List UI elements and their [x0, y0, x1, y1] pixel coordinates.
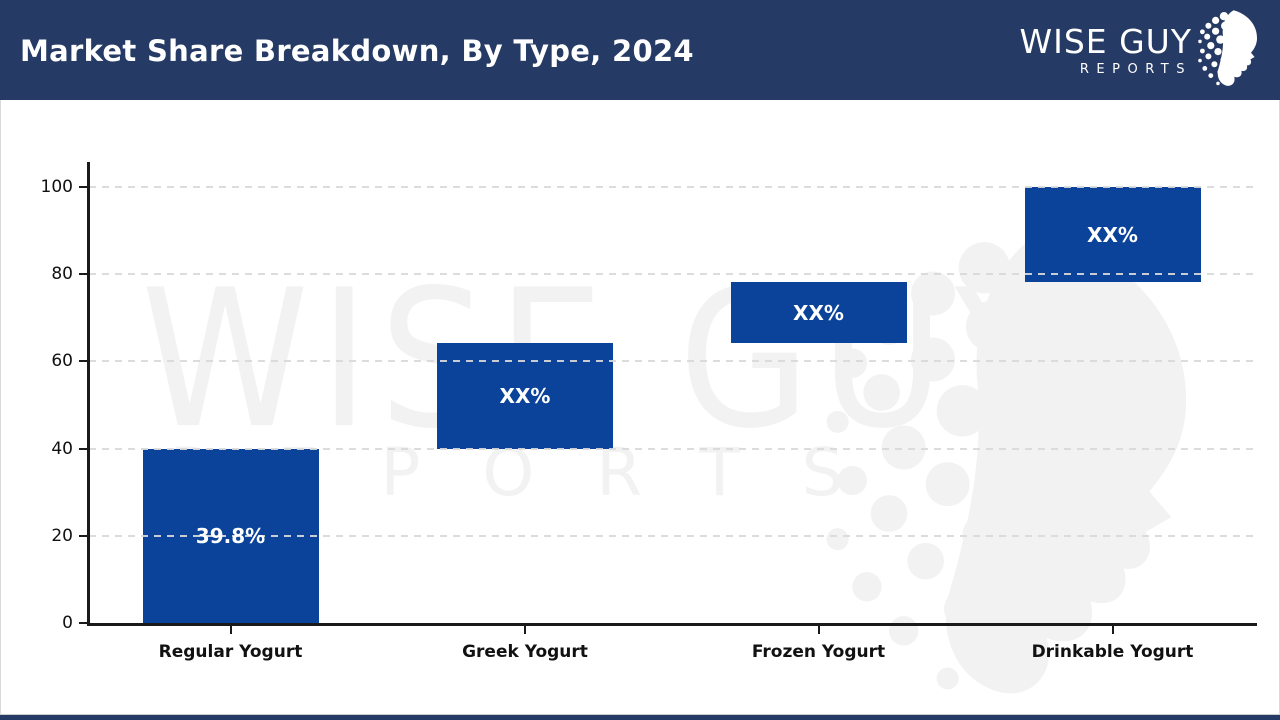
footer-accent-strip: [0, 715, 1280, 720]
logo-face-icon: [1192, 9, 1268, 93]
logo-subtitle: REPORTS: [1079, 62, 1192, 77]
grid-line: [89, 360, 1255, 363]
logo-text: WISE GUY REPORTS: [1019, 25, 1192, 77]
x-category-label: Frozen Yogurt: [751, 642, 886, 662]
y-tick-mark: [79, 622, 87, 624]
wise-guy-reports-logo: WISE GUY REPORTS: [1019, 8, 1268, 94]
logo-title: WISE GUY: [1019, 22, 1192, 61]
bar: [437, 343, 613, 449]
bar: [730, 282, 907, 344]
y-tick-mark: [79, 273, 87, 276]
y-tick-mark: [79, 360, 87, 363]
x-tick-mark: [1111, 626, 1114, 634]
x-category-label: Drinkable Yogurt: [1031, 642, 1194, 662]
x-tick-mark: [524, 626, 526, 634]
header-bar: Market Share Breakdown, By Type, 2024 WI…: [0, 0, 1280, 100]
bar: [1024, 187, 1201, 283]
x-category-label: Greek Yogurt: [462, 642, 588, 662]
grid-line: [89, 186, 1255, 188]
x-tick-mark: [817, 626, 820, 634]
y-tick-label: 80: [51, 264, 73, 285]
y-tick-label: 20: [51, 525, 73, 546]
y-axis-line: [87, 162, 90, 626]
x-category-label: Regular Yogurt: [158, 642, 303, 662]
grid-line: [89, 273, 1255, 276]
page-title: Market Share Breakdown, By Type, 2024: [20, 34, 694, 68]
y-tick-label: 60: [51, 351, 73, 372]
y-tick-label: 100: [40, 177, 73, 197]
chart-area: WISE GUY REPORTS 02040608010039.8%Regula…: [0, 100, 1280, 715]
y-tick-mark: [79, 447, 87, 450]
grid-line: [89, 447, 1255, 450]
y-tick-mark: [79, 186, 87, 188]
x-tick-mark: [229, 626, 232, 634]
y-tick-label: 0: [62, 613, 73, 633]
y-tick-mark: [79, 534, 87, 537]
y-tick-label: 40: [51, 438, 73, 459]
x-axis-line: [87, 623, 1257, 626]
grid-line: [89, 534, 1255, 537]
